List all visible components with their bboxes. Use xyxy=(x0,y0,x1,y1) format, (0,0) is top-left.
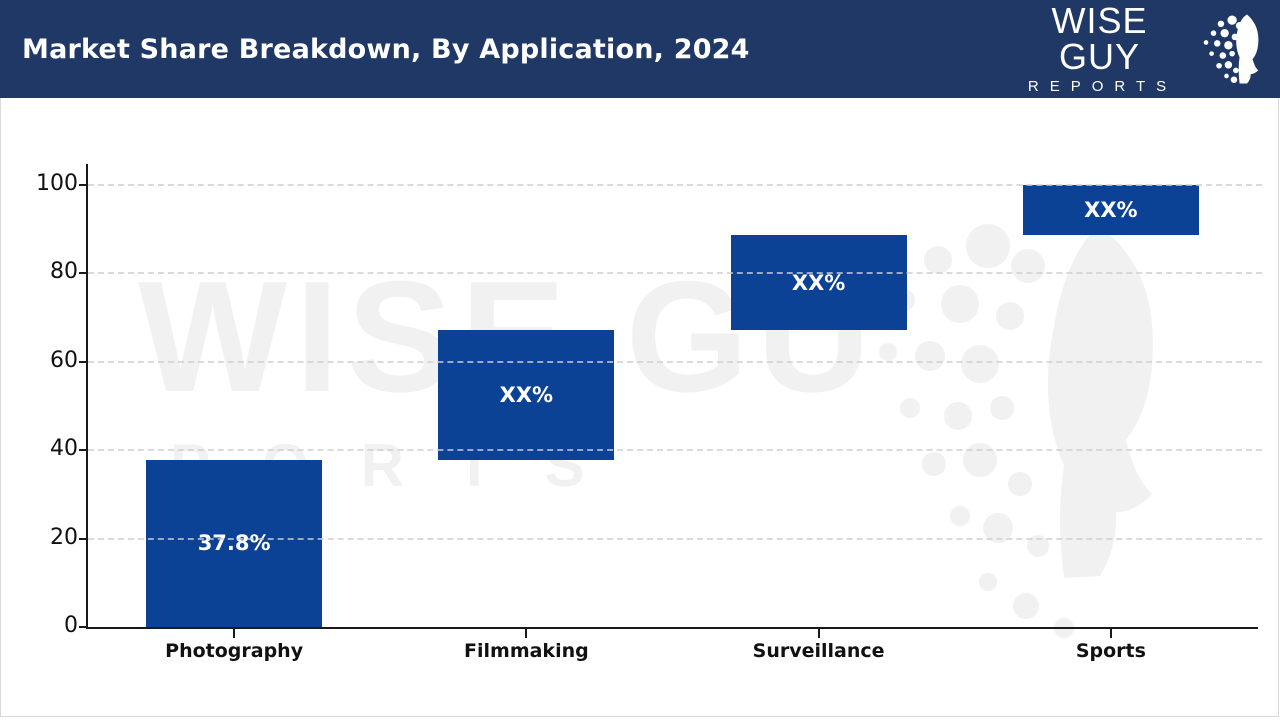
logo-face-icon xyxy=(1203,14,1259,84)
y-tick-label: 100 xyxy=(36,171,78,196)
y-tick-label: 20 xyxy=(50,524,78,550)
y-axis-line xyxy=(86,164,88,629)
category-label-surveillance: Surveillance xyxy=(752,640,885,662)
y-tick-mark xyxy=(79,537,88,540)
x-tick-mark xyxy=(1109,629,1112,638)
gridline-80 xyxy=(88,272,1262,275)
y-tick-mark xyxy=(79,449,88,452)
logo-subtitle: REPORTS xyxy=(1027,78,1178,95)
x-axis-line xyxy=(86,627,1258,629)
y-tick-label: 80 xyxy=(50,259,78,285)
gridline-100 xyxy=(88,184,1262,186)
gridline-60 xyxy=(88,360,1262,363)
bar-surveillance: XX% xyxy=(730,235,907,330)
y-tick-label: 0 xyxy=(64,613,78,638)
y-tick-label: 60 xyxy=(50,347,78,373)
wise-guy-logo: WISE GUY REPORTS xyxy=(1012,3,1262,95)
x-tick-mark xyxy=(525,629,528,638)
header-bar: Market Share Breakdown, By Application, … xyxy=(0,0,1280,98)
category-label-filmmaking: Filmmaking xyxy=(464,640,589,662)
bar-value-label: XX% xyxy=(1084,198,1138,223)
chart-title: Market Share Breakdown, By Application, … xyxy=(22,33,750,65)
chart-frame-border xyxy=(0,98,1279,717)
logo-wordmark: WISE GUY xyxy=(1051,0,1148,77)
bar-filmmaking: XX% xyxy=(438,329,615,460)
gridline-40 xyxy=(88,449,1262,452)
y-tick-mark xyxy=(79,626,88,628)
bar-value-label: XX% xyxy=(791,270,846,295)
y-tick-mark xyxy=(79,360,88,363)
bar-value-label: 37.8% xyxy=(197,531,271,556)
category-label-photography: Photography xyxy=(165,640,304,662)
gridline-20 xyxy=(88,537,1262,540)
y-tick-mark xyxy=(79,184,88,186)
y-tick-mark xyxy=(79,272,88,275)
x-tick-mark xyxy=(233,629,236,638)
category-label-sports: Sports xyxy=(1075,640,1146,662)
logo-text: WISE GUY REPORTS xyxy=(1012,0,1187,96)
bar-value-label: XX% xyxy=(499,382,554,407)
bar-photography: 37.8% xyxy=(146,459,323,627)
y-tick-label: 40 xyxy=(50,436,78,462)
bar-sports: XX% xyxy=(1022,185,1199,236)
x-tick-mark xyxy=(817,629,820,638)
